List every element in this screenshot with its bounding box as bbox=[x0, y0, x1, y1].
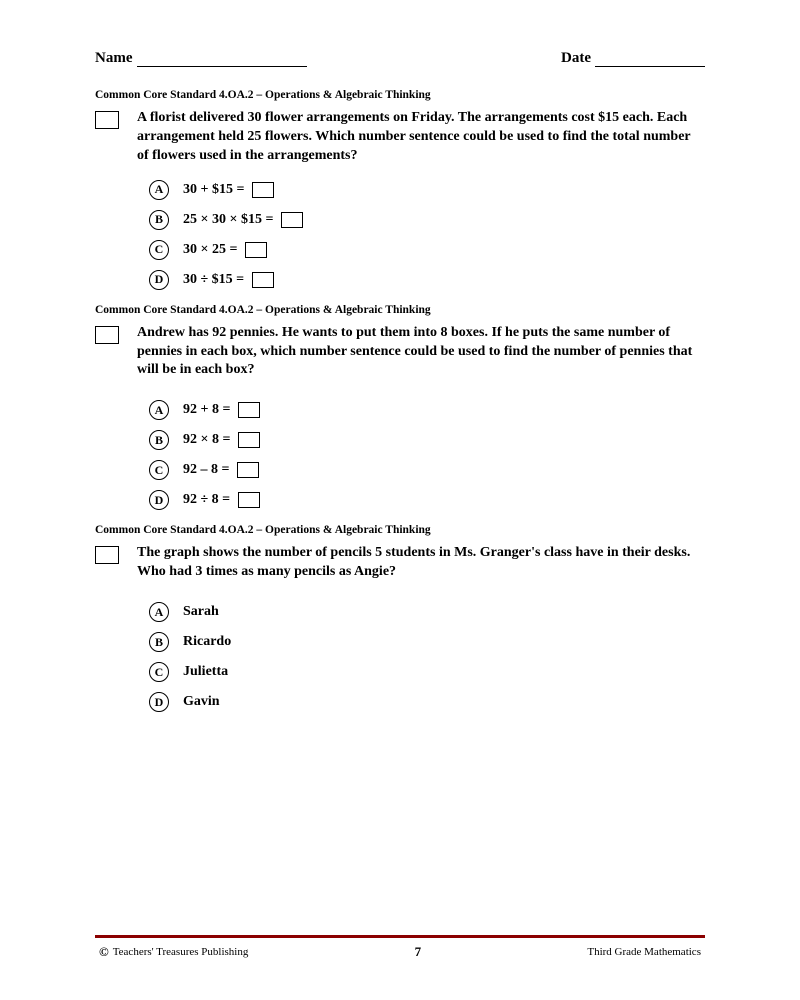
option-content: 30 × 25 = bbox=[183, 242, 267, 258]
answer-blank-box bbox=[238, 402, 260, 418]
option-expr: 30 ÷ $15 = bbox=[183, 272, 244, 288]
footer-rule bbox=[95, 935, 705, 938]
answer-checkbox[interactable] bbox=[95, 546, 119, 564]
question-block: The graph shows the number of pencils 5 … bbox=[95, 544, 705, 712]
footer: © Teachers' Treasures Publishing 7 Third… bbox=[95, 925, 705, 960]
option-row[interactable]: D Gavin bbox=[149, 692, 705, 712]
option-letter: C bbox=[149, 240, 169, 260]
option-row[interactable]: A 30 + $15 = bbox=[149, 180, 705, 200]
option-expr: 92 × 8 = bbox=[183, 432, 230, 448]
option-expr: 30 + $15 = bbox=[183, 182, 244, 198]
option-row[interactable]: B 25 × 30 × $15 = bbox=[149, 210, 705, 230]
footer-left: © Teachers' Treasures Publishing bbox=[99, 944, 248, 960]
answer-blank-box bbox=[245, 242, 267, 258]
options-list: A 30 + $15 = B 25 × 30 × $15 = C 30 × 25… bbox=[149, 180, 705, 290]
option-content: 92 + 8 = bbox=[183, 402, 260, 418]
option-letter: B bbox=[149, 632, 169, 652]
option-row[interactable]: B Ricardo bbox=[149, 632, 705, 652]
subject: Third Grade Mathematics bbox=[587, 946, 701, 958]
question-block: Andrew has 92 pennies. He wants to put t… bbox=[95, 324, 705, 511]
option-content: 92 – 8 = bbox=[183, 462, 259, 478]
copyright-icon: © bbox=[99, 944, 109, 960]
option-content: 30 + $15 = bbox=[183, 182, 274, 198]
option-letter: D bbox=[149, 270, 169, 290]
option-row[interactable]: B 92 × 8 = bbox=[149, 430, 705, 450]
option-content: Ricardo bbox=[183, 634, 231, 650]
name-blank[interactable] bbox=[137, 66, 307, 67]
option-row[interactable]: D 30 ÷ $15 = bbox=[149, 270, 705, 290]
option-expr: Ricardo bbox=[183, 634, 231, 650]
option-letter: B bbox=[149, 210, 169, 230]
option-letter: D bbox=[149, 692, 169, 712]
name-field: Name bbox=[95, 50, 307, 67]
question-row: The graph shows the number of pencils 5 … bbox=[95, 544, 705, 582]
option-letter: C bbox=[149, 460, 169, 480]
standard-label: Common Core Standard 4.OA.2 – Operations… bbox=[95, 524, 705, 536]
option-content: Sarah bbox=[183, 604, 219, 620]
answer-blank-box bbox=[238, 432, 260, 448]
question-row: A florist delivered 30 flower arrangemen… bbox=[95, 109, 705, 166]
option-row[interactable]: A 92 + 8 = bbox=[149, 400, 705, 420]
question-text: A florist delivered 30 flower arrangemen… bbox=[137, 109, 705, 166]
option-expr: 25 × 30 × $15 = bbox=[183, 212, 273, 228]
question-text: The graph shows the number of pencils 5 … bbox=[137, 544, 705, 582]
question-text: Andrew has 92 pennies. He wants to put t… bbox=[137, 324, 705, 381]
date-label: Date bbox=[561, 50, 591, 67]
standard-label: Common Core Standard 4.OA.2 – Operations… bbox=[95, 89, 705, 101]
answer-checkbox[interactable] bbox=[95, 111, 119, 129]
option-content: 92 ÷ 8 = bbox=[183, 492, 260, 508]
option-row[interactable]: C 92 – 8 = bbox=[149, 460, 705, 480]
option-content: 92 × 8 = bbox=[183, 432, 260, 448]
option-letter: D bbox=[149, 490, 169, 510]
question-block: A florist delivered 30 flower arrangemen… bbox=[95, 109, 705, 290]
option-expr: Sarah bbox=[183, 604, 219, 620]
answer-blank-box bbox=[281, 212, 303, 228]
standard-label: Common Core Standard 4.OA.2 – Operations… bbox=[95, 304, 705, 316]
answer-checkbox[interactable] bbox=[95, 326, 119, 344]
option-expr: 92 – 8 = bbox=[183, 462, 229, 478]
date-field: Date bbox=[561, 50, 705, 67]
options-list: A 92 + 8 = B 92 × 8 = C 92 – 8 = D 92 ÷ … bbox=[149, 400, 705, 510]
name-label: Name bbox=[95, 50, 133, 67]
option-content: Julietta bbox=[183, 664, 228, 680]
page-number: 7 bbox=[415, 944, 422, 960]
option-expr: 92 + 8 = bbox=[183, 402, 230, 418]
answer-blank-box bbox=[252, 272, 274, 288]
option-content: Gavin bbox=[183, 694, 220, 710]
option-letter: A bbox=[149, 602, 169, 622]
option-letter: B bbox=[149, 430, 169, 450]
option-letter: A bbox=[149, 180, 169, 200]
option-expr: Gavin bbox=[183, 694, 220, 710]
option-letter: C bbox=[149, 662, 169, 682]
header-row: Name Date bbox=[95, 50, 705, 67]
option-content: 30 ÷ $15 = bbox=[183, 272, 274, 288]
option-row[interactable]: D 92 ÷ 8 = bbox=[149, 490, 705, 510]
publisher: Teachers' Treasures Publishing bbox=[113, 946, 249, 958]
option-expr: Julietta bbox=[183, 664, 228, 680]
option-row[interactable]: C Julietta bbox=[149, 662, 705, 682]
footer-row: © Teachers' Treasures Publishing 7 Third… bbox=[95, 944, 705, 960]
option-letter: A bbox=[149, 400, 169, 420]
option-row[interactable]: C 30 × 25 = bbox=[149, 240, 705, 260]
date-blank[interactable] bbox=[595, 66, 705, 67]
options-list: A Sarah B Ricardo C Julietta D Gavin bbox=[149, 602, 705, 712]
answer-blank-box bbox=[252, 182, 274, 198]
option-row[interactable]: A Sarah bbox=[149, 602, 705, 622]
option-content: 25 × 30 × $15 = bbox=[183, 212, 303, 228]
question-row: Andrew has 92 pennies. He wants to put t… bbox=[95, 324, 705, 381]
answer-blank-box bbox=[237, 462, 259, 478]
answer-blank-box bbox=[238, 492, 260, 508]
option-expr: 30 × 25 = bbox=[183, 242, 237, 258]
option-expr: 92 ÷ 8 = bbox=[183, 492, 230, 508]
